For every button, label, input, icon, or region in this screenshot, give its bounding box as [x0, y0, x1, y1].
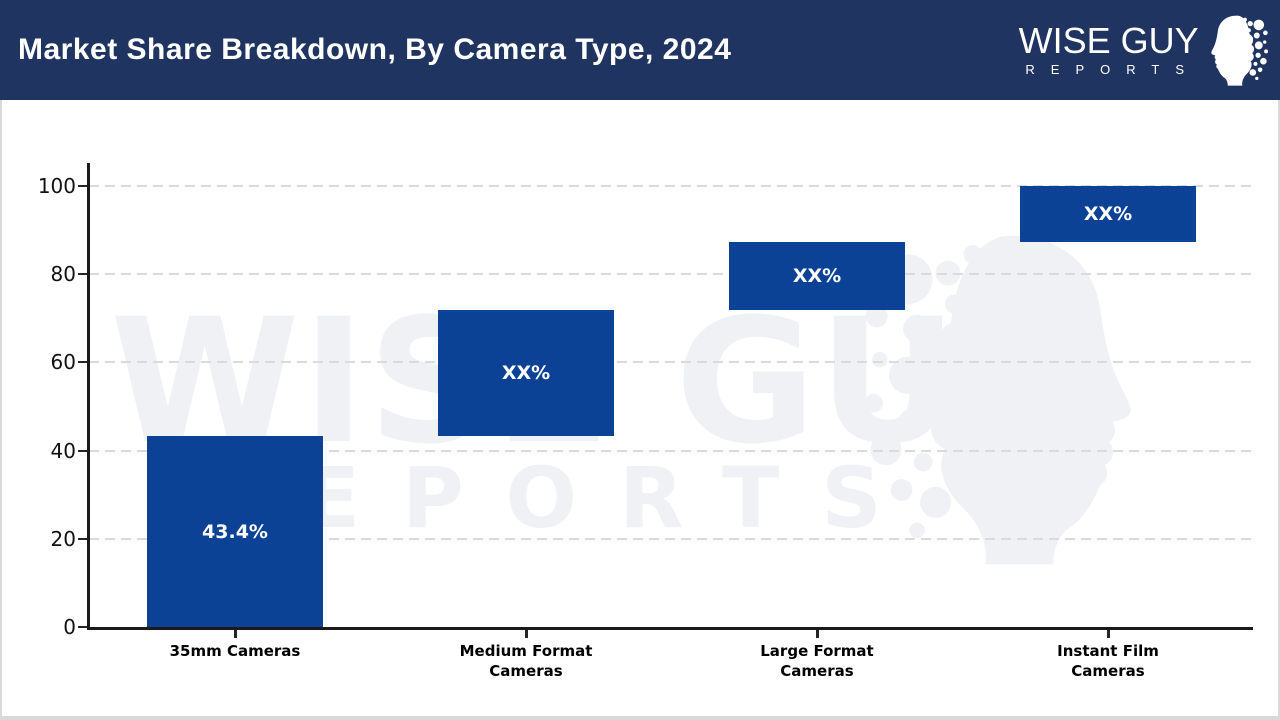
y-tick-0 [78, 626, 87, 628]
x-axis-label-medium-format-cameras: Medium Format Cameras [459, 642, 593, 680]
bar-value-label-medium-format-cameras: XX% [501, 362, 551, 384]
bar-large-format-cameras: XX% [729, 242, 905, 310]
x-tick-medium-format-cameras [525, 630, 528, 638]
left-border [0, 100, 2, 720]
y-tick-label-40: 40 [50, 439, 76, 463]
brand-logo: WISE GUY REPORTS [1017, 0, 1270, 100]
watermark-head-icon [864, 235, 1131, 565]
y-tick-20 [78, 538, 87, 540]
x-axis-label-large-format-cameras: Large Format Cameras [760, 642, 874, 680]
bar-value-label-instant-film-cameras: XX% [1083, 203, 1133, 225]
header-banner: Market Share Breakdown, By Camera Type, … [0, 0, 1280, 100]
bar-35mm-cameras: 43.4% [147, 436, 323, 627]
bar-value-label-35mm-cameras: 43.4% [202, 520, 268, 543]
y-tick-100 [78, 185, 87, 187]
gridline-60 [89, 361, 1253, 363]
x-tick-35mm-cameras [234, 630, 237, 638]
x-tick-large-format-cameras [816, 630, 819, 638]
bar-instant-film-cameras: XX% [1020, 186, 1196, 242]
brand-subtitle: REPORTS [1025, 62, 1200, 77]
page-title: Market Share Breakdown, By Camera Type, … [18, 33, 732, 66]
bar-value-label-large-format-cameras: XX% [792, 265, 842, 287]
y-tick-label-60: 60 [50, 350, 76, 374]
brand-name: WISE GUY [1018, 20, 1199, 61]
gridline-20 [89, 538, 1253, 540]
y-tick-label-100: 100 [37, 174, 76, 198]
y-tick-label-0: 0 [63, 615, 76, 639]
gridline-80 [89, 273, 1253, 275]
x-axis-label-35mm-cameras: 35mm Cameras [169, 642, 301, 660]
bar-medium-format-cameras: XX% [438, 310, 614, 436]
right-border [1278, 100, 1280, 720]
y-tick-label-20: 20 [50, 527, 76, 551]
brand-logo-text: WISE GUY REPORTS [1017, 20, 1200, 78]
wise-guy-head-icon [1211, 15, 1269, 86]
y-tick-60 [78, 361, 87, 363]
footer-bar [0, 716, 1280, 720]
y-tick-40 [78, 450, 87, 452]
x-tick-instant-film-cameras [1107, 630, 1110, 638]
x-axis-label-instant-film-cameras: Instant Film Cameras [1057, 642, 1159, 680]
y-axis-line [87, 163, 90, 630]
y-tick-80 [78, 273, 87, 275]
y-tick-label-80: 80 [50, 262, 76, 286]
x-axis-line [87, 627, 1253, 630]
gridline-100 [89, 185, 1253, 187]
gridline-40 [89, 450, 1253, 452]
